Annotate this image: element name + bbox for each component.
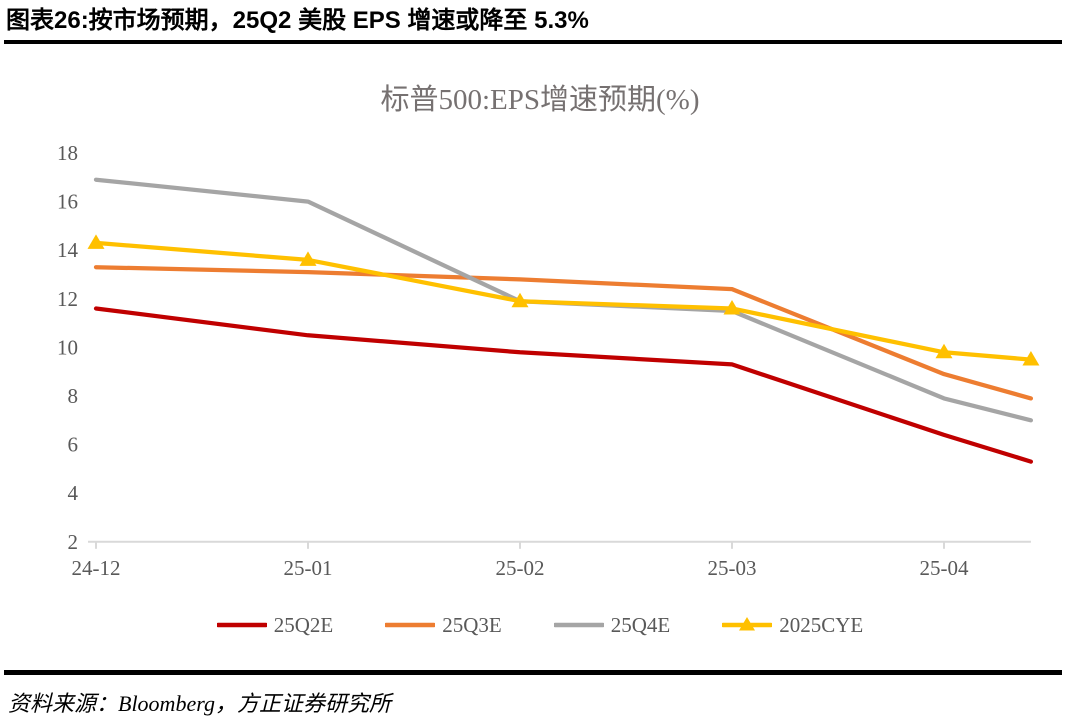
legend-swatch (553, 622, 604, 628)
y-axis-label: 18 (57, 141, 78, 165)
x-axis-label: 25-03 (708, 556, 757, 580)
marker-triangle-2025CYE (1022, 351, 1040, 366)
legend-marker-triangle (739, 617, 756, 631)
y-axis-label: 12 (57, 287, 78, 311)
y-axis-label: 8 (68, 384, 79, 408)
x-axis-label: 25-04 (920, 556, 969, 580)
legend-label: 25Q2E (273, 612, 334, 637)
legend-item-25q2e: 25Q2E (216, 612, 334, 638)
y-axis-label: 10 (57, 335, 78, 359)
marker-triangle-2025CYE (935, 343, 953, 359)
series-line-25Q4E (93, 177, 1034, 423)
figure-title: 图表26:按市场预期，25Q2 美股 EPS 增速或降至 5.3% (6, 7, 589, 34)
legend-swatch (722, 617, 773, 631)
x-axis-label: 25-01 (284, 556, 333, 580)
data-source: 资料来源：Bloomberg，方正证券研究所 (8, 691, 391, 716)
marker-triangle-2025CYE (299, 251, 317, 266)
marker-triangle-2025CYE (511, 292, 529, 308)
footer-divider (4, 670, 1062, 675)
legend-swatch (385, 622, 436, 628)
legend-label: 25Q4E (610, 612, 671, 637)
y-axis-label: 2 (68, 530, 79, 554)
y-axis-label: 6 (68, 433, 79, 457)
marker-triangle-2025CYE (87, 234, 105, 249)
y-axis-label: 4 (68, 481, 79, 505)
series-line-2025CYE (93, 240, 1034, 362)
legend-item-25q3e: 25Q3E (385, 613, 502, 638)
y-axis-label: 14 (57, 238, 79, 262)
legend-label: 25Q3E (442, 612, 502, 637)
legend-item-25q4e: 25Q4E (553, 612, 671, 638)
title-divider (4, 40, 1062, 44)
y-axis-label: 16 (57, 190, 78, 214)
legend-item-2025cye: 2025CYE (722, 613, 863, 638)
legend-label: 2025CYE (779, 612, 864, 637)
x-axis-label: 25-02 (496, 556, 545, 580)
chart-title: 标普500:EPS增速预期(%) (380, 84, 700, 116)
x-axis-label: 24-12 (72, 556, 121, 580)
chart-legend: 25Q2E 25Q3E 25Q4E 2025CYE (0, 610, 1080, 640)
series-line-25Q2E (93, 306, 1034, 464)
marker-triangle-2025CYE (723, 300, 741, 315)
series-line-25Q3E (93, 265, 1034, 401)
legend-swatch (216, 622, 267, 628)
